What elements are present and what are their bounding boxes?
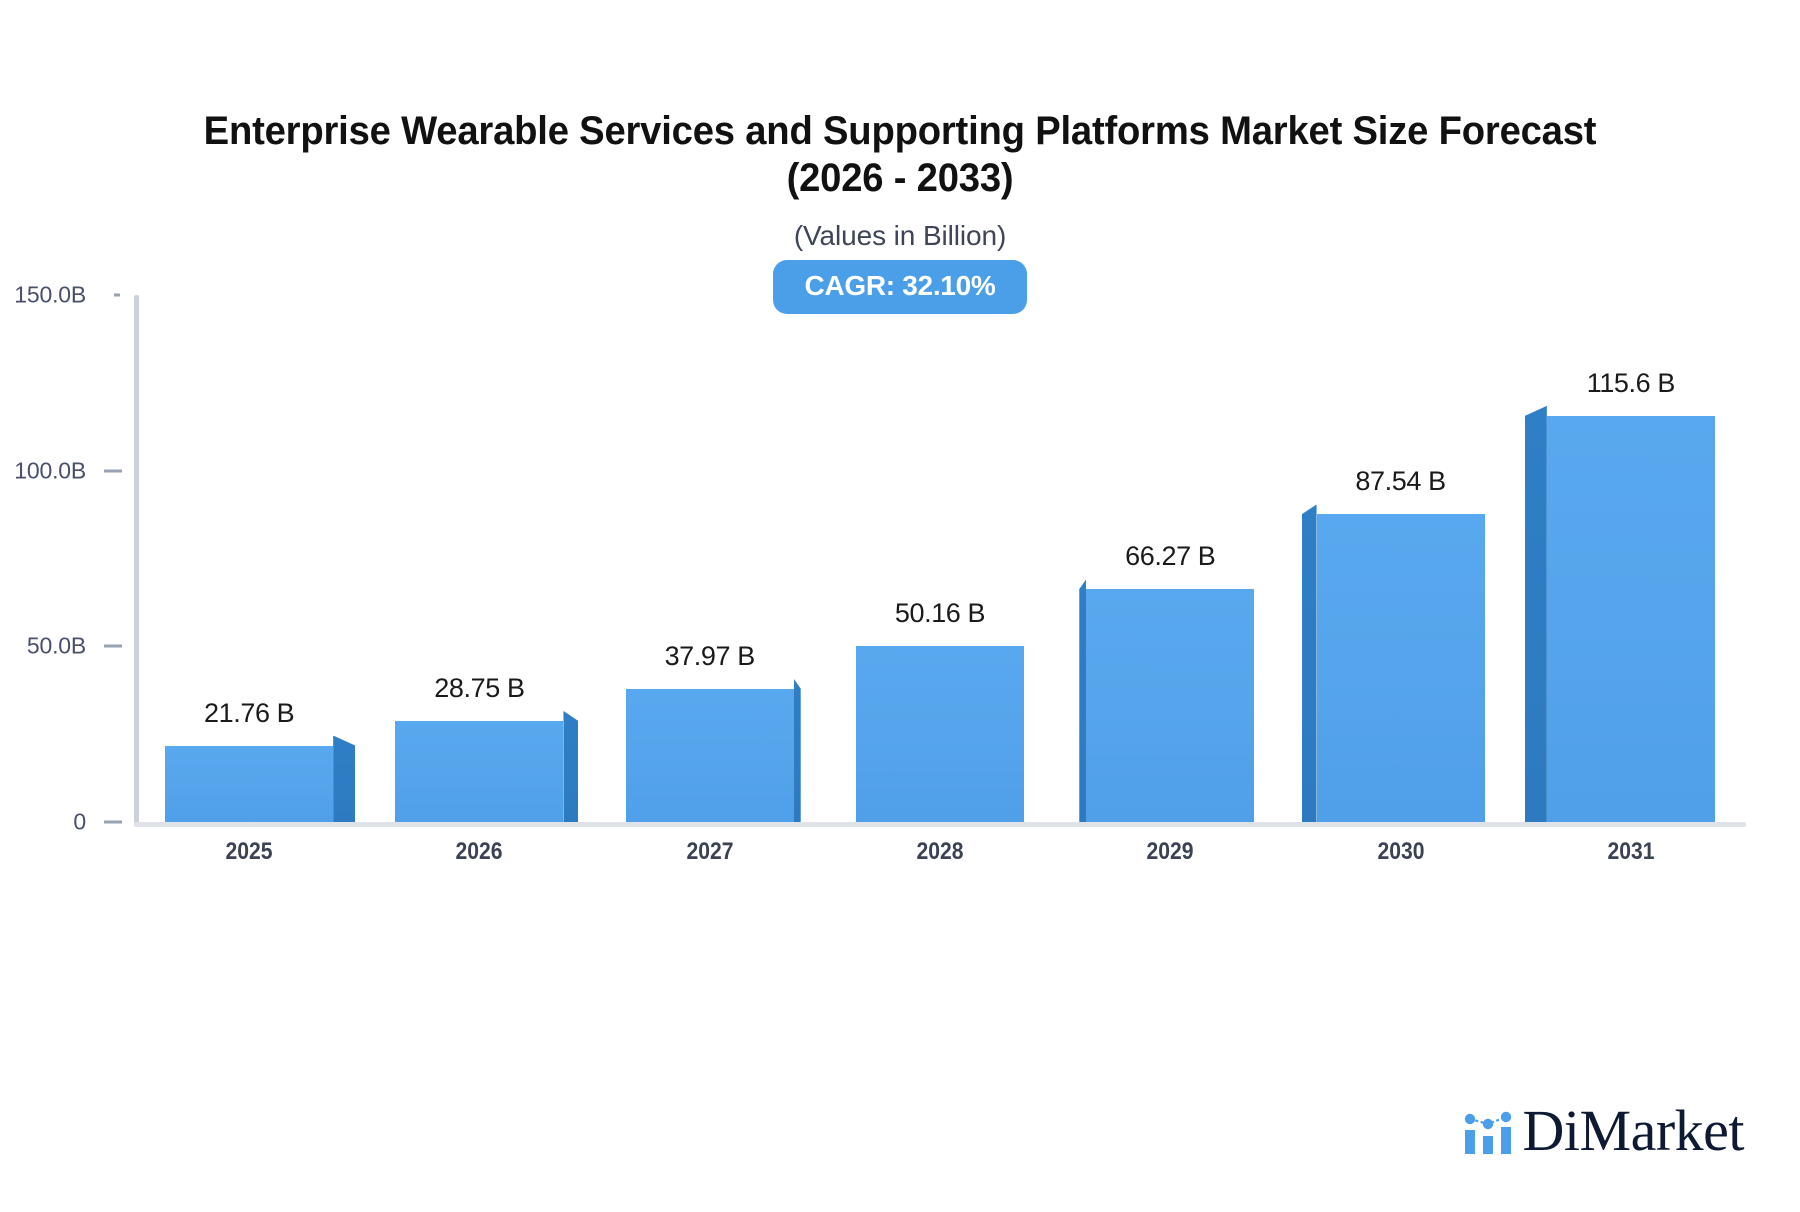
bar-2029[interactable] (1079, 579, 1255, 822)
logo-wordmark: DiMarket (1522, 1098, 1745, 1163)
bar-2026[interactable] (395, 710, 579, 822)
chart-title-line-1: Enterprise Wearable Services and Support… (203, 109, 1597, 153)
bar-value-label: 66.27 B (1125, 541, 1216, 572)
y-axis-tick-mark (104, 820, 122, 824)
y-axis-tick-label: 0 (73, 808, 86, 835)
y-axis-tick-label: 100.0B (14, 457, 86, 484)
page-title: Enterprise Wearable Services and Support… (155, 108, 1645, 202)
chart-subtitle: (Values in Billion) (793, 219, 1007, 251)
bar-front-face (1316, 514, 1485, 822)
chart-header: Enterprise Wearable Services and Support… (0, 0, 1800, 314)
bar-front-face (625, 688, 794, 822)
y-axis-tick-mark (104, 469, 122, 473)
bar-side-face (563, 710, 579, 822)
bar-2028[interactable] (856, 636, 1024, 822)
bar-side-face (793, 678, 801, 822)
cagr-badge: CAGR: 32.10% (772, 259, 1028, 314)
y-axis-tick-mark (104, 644, 122, 648)
x-axis-line (134, 822, 1746, 827)
bar-value-label: 21.76 B (204, 697, 295, 728)
dimarket-logo: DiMarket (1461, 1098, 1745, 1163)
bar-value-label: 50.16 B (894, 597, 986, 628)
bar-side-face (1079, 579, 1087, 822)
bar-front-face (165, 745, 334, 822)
bar-chart-trend-icon (1464, 1111, 1511, 1154)
bar-side-face (1524, 405, 1547, 822)
y-axis-tick-label: 50.0B (26, 632, 86, 659)
bar-side-face (1301, 504, 1317, 822)
y-axis-line (134, 295, 139, 825)
bar-2031[interactable] (1524, 405, 1715, 822)
x-axis-tick-label: 2029 (1146, 838, 1194, 865)
x-axis-tick-label: 2030 (1377, 838, 1425, 865)
x-axis-tick-label: 2031 (1607, 838, 1655, 865)
bar-front-face (1086, 589, 1255, 822)
bar-value-label: 28.75 B (434, 672, 525, 703)
bar-2027[interactable] (625, 678, 801, 822)
x-axis-tick-label: 2028 (916, 838, 964, 865)
x-axis-tick-label: 2025 (225, 838, 273, 865)
chart-title-line-2: (2026 - 2033) (786, 155, 1014, 200)
bar-value-label: 115.6 B (1586, 367, 1676, 398)
bar-side-face (333, 735, 356, 822)
bar-value-label: 37.97 B (664, 640, 756, 671)
bar-value-label: 87.54 B (1355, 466, 1446, 497)
bar-front-face (395, 720, 564, 822)
bar-front-face (856, 645, 1024, 822)
bar-2030[interactable] (1301, 504, 1485, 822)
bar-2025[interactable] (165, 735, 356, 822)
x-axis-tick-label: 2026 (455, 838, 503, 865)
x-axis-tick-label: 2027 (686, 838, 734, 865)
bar-front-face (1546, 415, 1715, 822)
